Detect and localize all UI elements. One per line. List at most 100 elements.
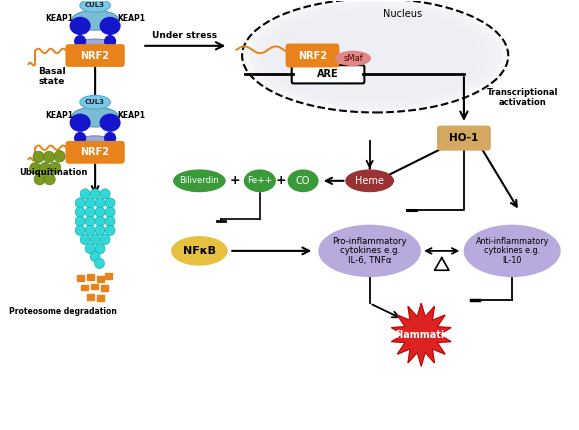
Circle shape [75, 198, 85, 208]
Circle shape [43, 151, 54, 163]
Circle shape [80, 189, 90, 199]
Circle shape [94, 258, 105, 269]
Ellipse shape [74, 132, 86, 144]
Text: NRF2: NRF2 [80, 50, 109, 61]
Text: NFκB: NFκB [183, 246, 216, 256]
Ellipse shape [332, 37, 419, 74]
FancyBboxPatch shape [65, 141, 125, 164]
FancyBboxPatch shape [437, 126, 491, 150]
Ellipse shape [69, 17, 91, 35]
Ellipse shape [339, 40, 412, 71]
Text: NRF2: NRF2 [80, 147, 109, 157]
Ellipse shape [325, 34, 426, 77]
Text: KEAP1: KEAP1 [45, 14, 73, 23]
Circle shape [95, 243, 105, 254]
Ellipse shape [173, 169, 226, 192]
Ellipse shape [335, 51, 371, 66]
Ellipse shape [366, 51, 384, 60]
Text: Inflammation: Inflammation [384, 330, 458, 340]
Text: cytokines e.g.: cytokines e.g. [339, 246, 400, 255]
Ellipse shape [284, 17, 467, 94]
Ellipse shape [359, 48, 391, 63]
Ellipse shape [104, 35, 116, 48]
Bar [105, 273, 112, 279]
Polygon shape [391, 303, 451, 366]
Text: KEAP1: KEAP1 [117, 111, 145, 120]
Ellipse shape [311, 28, 439, 83]
Circle shape [90, 252, 100, 262]
Text: Pro-inflammatory: Pro-inflammatory [332, 237, 407, 246]
Text: +: + [276, 174, 286, 187]
Text: IL-6, TNFα: IL-6, TNFα [348, 255, 391, 264]
Circle shape [30, 163, 41, 174]
Bar [91, 284, 98, 289]
Circle shape [100, 234, 110, 245]
Circle shape [44, 173, 55, 185]
Circle shape [95, 207, 105, 217]
Circle shape [75, 207, 85, 217]
Circle shape [39, 163, 51, 174]
Ellipse shape [69, 114, 91, 132]
Text: CO: CO [296, 176, 310, 186]
Text: CUL3: CUL3 [85, 99, 105, 105]
Ellipse shape [104, 132, 116, 144]
Ellipse shape [100, 114, 120, 132]
Circle shape [85, 243, 95, 254]
Circle shape [50, 162, 61, 173]
Text: HO-1: HO-1 [449, 133, 479, 143]
Ellipse shape [298, 22, 453, 89]
Circle shape [85, 207, 95, 217]
Ellipse shape [100, 17, 120, 35]
Ellipse shape [72, 10, 119, 30]
Ellipse shape [78, 136, 112, 146]
Ellipse shape [277, 14, 474, 97]
Circle shape [105, 198, 115, 208]
Ellipse shape [291, 20, 460, 92]
Text: KEAP1: KEAP1 [45, 111, 73, 120]
Bar [77, 275, 85, 281]
Circle shape [105, 216, 115, 226]
Text: Under stress: Under stress [152, 31, 218, 40]
FancyBboxPatch shape [292, 65, 364, 83]
Text: Heme: Heme [355, 176, 384, 186]
Circle shape [100, 189, 110, 199]
Circle shape [90, 189, 100, 199]
Ellipse shape [80, 0, 111, 12]
Ellipse shape [305, 25, 446, 86]
Ellipse shape [288, 169, 318, 192]
Circle shape [95, 198, 105, 208]
Circle shape [105, 225, 115, 236]
Text: Biliverdin: Biliverdin [179, 176, 219, 185]
Circle shape [75, 216, 85, 226]
Bar [97, 276, 104, 282]
Ellipse shape [346, 43, 405, 69]
Text: +: + [230, 174, 241, 187]
Text: Nucleus: Nucleus [383, 9, 423, 19]
Circle shape [85, 225, 95, 236]
Text: IL-10: IL-10 [503, 255, 522, 264]
Ellipse shape [72, 107, 119, 127]
Ellipse shape [464, 225, 560, 277]
Text: KEAP1: KEAP1 [117, 14, 145, 23]
Text: ARE: ARE [317, 69, 339, 79]
Ellipse shape [318, 31, 433, 80]
Bar [97, 295, 104, 301]
Circle shape [85, 198, 95, 208]
Ellipse shape [345, 169, 394, 192]
Text: Basal: Basal [38, 67, 65, 76]
Ellipse shape [270, 11, 481, 100]
Ellipse shape [250, 3, 501, 108]
Text: Transcriptional: Transcriptional [486, 88, 558, 97]
Ellipse shape [353, 45, 398, 66]
Text: state: state [39, 77, 65, 86]
Ellipse shape [243, 0, 508, 111]
Bar [101, 286, 108, 291]
Ellipse shape [74, 35, 86, 48]
Bar [86, 294, 94, 300]
Circle shape [80, 234, 90, 245]
Circle shape [54, 150, 65, 162]
Text: NRF2: NRF2 [298, 50, 327, 61]
Text: Proteosome degradation: Proteosome degradation [9, 307, 117, 316]
Ellipse shape [263, 8, 488, 103]
Text: activation: activation [499, 98, 546, 107]
